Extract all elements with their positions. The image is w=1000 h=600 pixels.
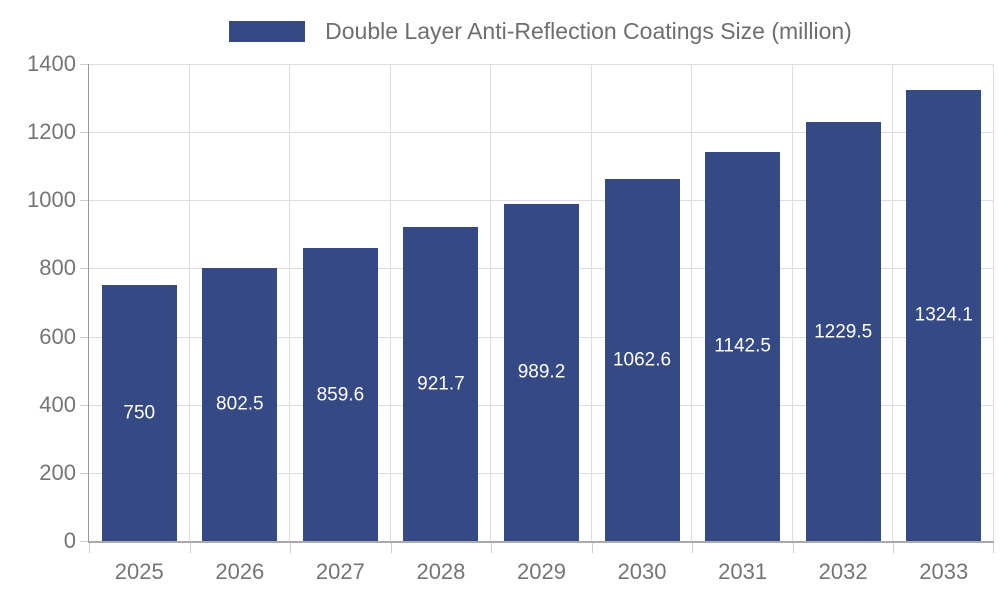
plot-area: 0 200 400 600 800 1000 1200 1400 750 2025 802.5 202… xyxy=(27,53,994,583)
y-gridline xyxy=(89,200,994,202)
y-gridline xyxy=(89,64,994,65)
x-axis-tick xyxy=(89,543,90,553)
bar-value-label: 921.7 xyxy=(417,373,465,395)
x-category-label: 2032 xyxy=(818,559,868,584)
x-category-label: 2027 xyxy=(315,559,365,584)
x-category-label: 2033 xyxy=(919,559,969,584)
x-category-label: 2029 xyxy=(517,559,566,584)
y-tick-label: 1200 xyxy=(27,119,76,145)
bar[interactable] xyxy=(705,151,781,541)
x-gridline xyxy=(389,64,391,541)
x-category-label: 2030 xyxy=(617,559,667,584)
bar[interactable] xyxy=(805,122,881,541)
bar[interactable] xyxy=(504,203,579,541)
x-axis-tick xyxy=(491,543,493,553)
y-gridline xyxy=(89,132,994,134)
x-axis-tick xyxy=(993,543,994,553)
x-gridline xyxy=(892,64,894,541)
bar[interactable] xyxy=(302,248,378,541)
bar-value-label: 1062.6 xyxy=(612,349,672,371)
legend-label: Double Layer Anti-Reflection Coatings Si… xyxy=(325,17,852,44)
bar-value-label: 1142.5 xyxy=(714,335,771,357)
y-tick-label: 1400 xyxy=(27,51,76,76)
y-tick-label: 600 xyxy=(39,323,76,349)
bar[interactable] xyxy=(202,267,278,541)
bar-value-label: 859.6 xyxy=(316,384,365,406)
x-axis-tick xyxy=(792,543,794,553)
bar[interactable] xyxy=(604,178,680,541)
x-axis-tick xyxy=(692,543,694,553)
x-axis-tick xyxy=(591,543,593,553)
y-tick-label: 400 xyxy=(39,391,76,417)
x-axis-tick xyxy=(893,543,895,553)
x-category-label: 2031 xyxy=(718,559,768,584)
y-axis-tick xyxy=(80,404,88,406)
x-gridline xyxy=(791,64,793,541)
y-tick-label: 800 xyxy=(39,255,76,281)
y-axis-tick xyxy=(80,200,88,202)
x-category-label: 2026 xyxy=(215,559,265,584)
legend-swatch xyxy=(229,20,306,42)
x-category-label: 2025 xyxy=(114,559,164,584)
x-gridline xyxy=(289,64,291,541)
x-axis-tick xyxy=(390,543,392,553)
x-axis-tick xyxy=(189,543,191,553)
legend[interactable]: Double Layer Anti-Reflection Coatings Si… xyxy=(88,16,993,46)
y-axis-tick xyxy=(80,132,88,134)
y-axis-tick xyxy=(80,268,88,270)
x-gridline xyxy=(691,64,693,541)
x-gridline xyxy=(188,64,190,541)
bar[interactable] xyxy=(906,89,982,541)
x-axis-tick xyxy=(290,543,292,553)
bar[interactable] xyxy=(101,285,177,541)
y-tick-label: 1000 xyxy=(27,187,76,213)
bar[interactable] xyxy=(403,226,479,541)
bar-value-label: 750 xyxy=(123,402,156,424)
y-axis-tick xyxy=(80,336,88,338)
bar-value-label: 1324.1 xyxy=(914,304,973,326)
bar-value-label: 989.2 xyxy=(517,361,566,383)
x-gridline xyxy=(590,64,592,541)
y-axis-tick xyxy=(80,541,88,542)
y-tick-label: 0 xyxy=(63,528,76,553)
y-axis-tick xyxy=(80,64,88,65)
x-gridline xyxy=(993,64,994,541)
y-axis-tick xyxy=(80,472,88,474)
bar-value-label: 802.5 xyxy=(216,393,264,415)
x-gridline xyxy=(490,64,492,541)
x-category-label: 2028 xyxy=(416,559,466,584)
y-tick-label: 200 xyxy=(39,459,76,485)
bar-value-label: 1229.5 xyxy=(814,321,873,343)
